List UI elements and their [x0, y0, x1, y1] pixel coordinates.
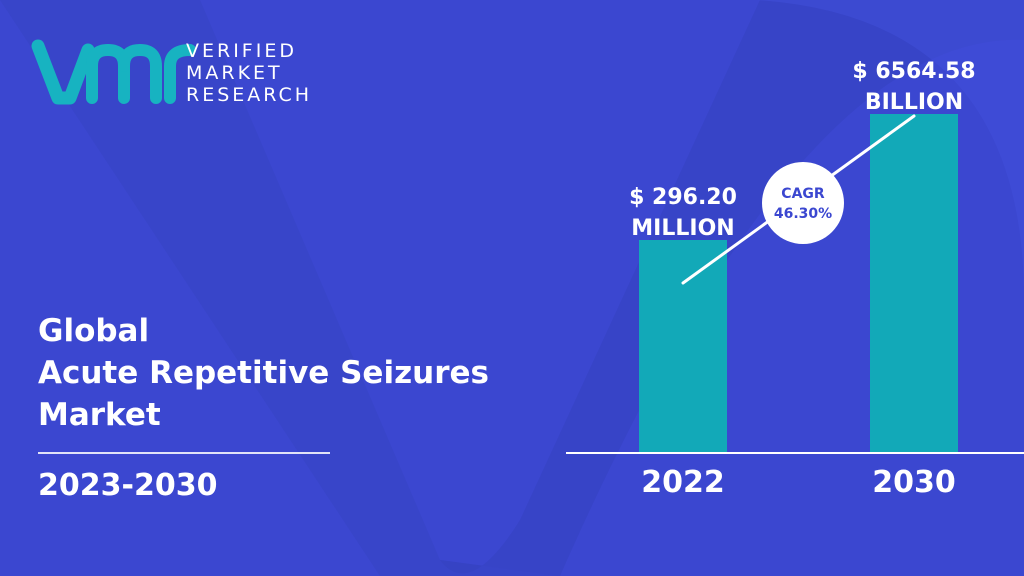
x-tick-label-2030: 2030	[872, 465, 956, 500]
bg-corner	[680, 0, 1024, 300]
cagr-label: CAGR	[781, 186, 825, 202]
page-title: Global Acute Repetitive Seizures Market	[38, 310, 489, 436]
data-label-2022-1: $ 296.20	[629, 185, 737, 210]
brand-line-2: MARKET	[186, 62, 283, 84]
bar-2030	[870, 114, 958, 452]
data-label-2030-2: BILLION	[865, 90, 963, 115]
forecast-period: 2023-2030	[38, 468, 218, 503]
x-tick-label-2022: 2022	[641, 465, 725, 500]
bg-stripe-right	[440, 0, 1024, 576]
vmr-logo-icon	[31, 39, 196, 105]
data-label-2022-2: MILLION	[631, 216, 734, 241]
title-divider	[38, 452, 330, 454]
bg-stripe-left	[0, 0, 560, 576]
brand-name: VERIFIED MARKET RESEARCH	[186, 40, 312, 106]
title-line-3: Market	[38, 397, 161, 433]
title-line-1: Global	[38, 313, 150, 349]
title-line-2: Acute Repetitive Seizures	[38, 355, 489, 391]
cagr-badge	[762, 162, 844, 244]
brand-line-3: RESEARCH	[186, 84, 313, 106]
brand-line-1: VERIFIED	[186, 40, 297, 62]
data-label-2030-1: $ 6564.58	[852, 59, 975, 84]
cagr-value: 46.30%	[774, 206, 832, 222]
bar-2022	[639, 240, 727, 452]
